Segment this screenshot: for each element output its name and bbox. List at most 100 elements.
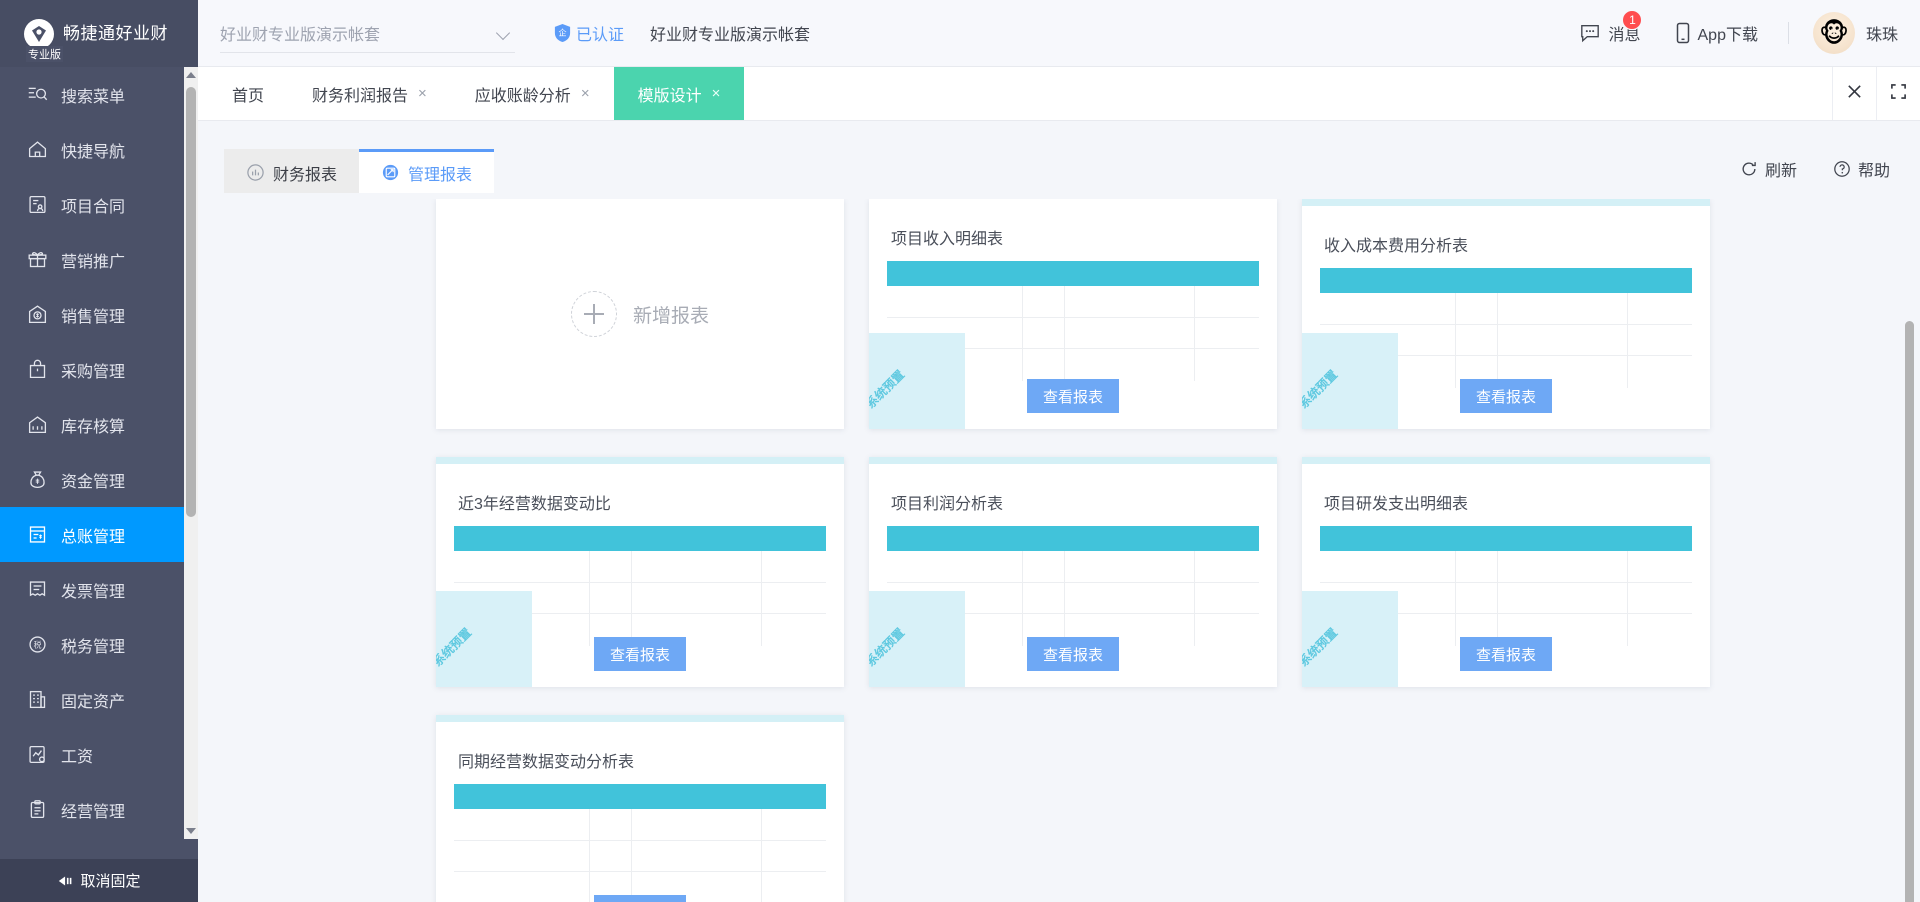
refresh-label: 刷新 — [1764, 163, 1797, 180]
ledger-icon — [26, 524, 48, 546]
sidebar-item-label: 快捷导航 — [61, 143, 126, 161]
sidebar-item-reimbursement[interactable]: 小好报销 — [0, 837, 198, 839]
report-preview-table — [454, 784, 826, 902]
content-area: 财务报表 管理报表 — [198, 121, 1920, 902]
sidebar-item-general-ledger[interactable]: 总账管理 — [0, 507, 198, 562]
fullscreen-button[interactable] — [1876, 67, 1920, 120]
tab-close-icon[interactable]: × — [418, 85, 427, 102]
preview-table-header — [1320, 268, 1692, 293]
app-download-button[interactable]: App下载 — [1675, 21, 1758, 45]
tab-home[interactable]: 首页 — [198, 67, 288, 120]
report-card-title: 收入成本费用分析表 — [1324, 238, 1469, 255]
user-menu[interactable]: 🐵 珠珠 — [1812, 12, 1898, 54]
content-scrollbar[interactable] — [1905, 321, 1914, 902]
sidebar-item-label: 项目合同 — [61, 198, 126, 216]
sidebar-item-fixed-assets[interactable]: 固定资产 — [0, 672, 198, 727]
messages-button[interactable]: 消息 1 — [1579, 10, 1643, 45]
refresh-icon — [1740, 160, 1758, 178]
sidebar-item-invoice[interactable]: 发票管理 — [0, 562, 198, 617]
tab-template-design[interactable]: 模版设计 × — [613, 67, 745, 120]
report-cards-region: 新增报表 项目收入明细表 查看报表 — [198, 199, 1920, 902]
view-report-button[interactable]: 查看报表 — [1460, 379, 1552, 413]
help-button[interactable]: 帮助 — [1833, 157, 1890, 181]
sidebar-item-payroll[interactable]: 工资 — [0, 727, 198, 782]
preview-table-body — [1320, 293, 1692, 388]
report-card-title: 项目研发支出明细表 — [1324, 496, 1469, 513]
view-report-button[interactable]: 查看报表 — [1027, 379, 1119, 413]
sidebar-item-purchase[interactable]: 采购管理 — [0, 342, 198, 397]
sidebar-item-label: 搜索菜单 — [61, 88, 126, 106]
sidebar-item-marketing[interactable]: 营销推广 — [0, 232, 198, 287]
sales-icon — [26, 304, 48, 326]
close-all-tabs-button[interactable] — [1832, 67, 1876, 120]
account-set-select[interactable]: 好业财专业版演示帐套 — [220, 13, 515, 53]
subtab-label: 管理报表 — [408, 166, 473, 184]
help-label: 帮助 — [1857, 163, 1890, 180]
tab-label: 首页 — [232, 87, 265, 105]
sidebar-item-label: 工资 — [61, 748, 94, 766]
account-set-select-value: 好业财专业版演示帐套 — [220, 26, 381, 44]
view-report-button[interactable]: 查看报表 — [1460, 637, 1552, 671]
report-preview-table — [887, 261, 1259, 381]
tab-management-reports[interactable]: 管理报表 — [359, 149, 495, 193]
report-card[interactable]: 近3年经营数据变动比 查看报表 系统预置 — [436, 457, 844, 687]
sidebar-item-sales[interactable]: 销售管理 — [0, 287, 198, 342]
view-report-button[interactable]: 查看报表 — [1027, 637, 1119, 671]
sidebar-item-quick-nav[interactable]: 快捷导航 — [0, 122, 198, 177]
verified-badge[interactable]: 企 已认证 — [553, 21, 624, 45]
collapse-pin-icon — [57, 874, 75, 888]
view-report-button[interactable]: 查看报表 — [594, 637, 686, 671]
report-card[interactable]: 同期经营数据变动分析表 查看报表 — [436, 715, 844, 902]
report-card[interactable]: 项目收入明细表 查看报表 系统预置 — [869, 199, 1277, 429]
content-scrollbar-thumb[interactable] — [1905, 321, 1914, 902]
warehouse-icon — [26, 414, 48, 436]
management-report-icon — [381, 163, 400, 182]
tab-bar: 首页 财务利润报告 × 应收账龄分析 × 模版设计 × — [198, 67, 1920, 121]
preview-table-header — [887, 526, 1259, 551]
payroll-icon — [26, 744, 48, 766]
sidebar-scrollbar-thumb[interactable] — [186, 87, 196, 517]
refresh-button[interactable]: 刷新 — [1740, 157, 1797, 181]
app-download-label: App下载 — [1697, 27, 1758, 44]
preview-table-body — [887, 286, 1259, 381]
sidebar-item-project-contract[interactable]: 项目合同 — [0, 177, 198, 232]
scroll-down-arrow-icon[interactable] — [184, 823, 198, 839]
scroll-up-arrow-icon[interactable] — [184, 67, 198, 83]
tab-financial-profit-report[interactable]: 财务利润报告 × — [288, 67, 451, 120]
view-report-button[interactable]: 查看报表 — [594, 895, 686, 902]
sidebar-item-tax[interactable]: 税 税务管理 — [0, 617, 198, 672]
report-card[interactable]: 收入成本费用分析表 查看报表 系统预置 — [1302, 199, 1710, 429]
report-card-title: 项目收入明细表 — [891, 231, 1004, 248]
sidebar-item-search-menu[interactable]: 搜索菜单 — [0, 67, 198, 122]
add-report-card[interactable]: 新增报表 — [436, 199, 844, 429]
report-card[interactable]: 项目利润分析表 查看报表 系统预置 — [869, 457, 1277, 687]
preview-table-header — [454, 526, 826, 551]
monkey-avatar-icon: 🐵 — [1812, 12, 1855, 54]
tab-receivable-aging-analysis[interactable]: 应收账龄分析 × — [451, 67, 614, 120]
top-bar-right: 消息 1 App下载 🐵 珠珠 — [1545, 10, 1920, 54]
tax-icon: 税 — [26, 634, 48, 656]
unpin-sidebar-button[interactable]: 取消固定 — [0, 859, 198, 902]
tab-close-icon[interactable]: × — [580, 85, 590, 102]
tab-financial-reports[interactable]: 财务报表 — [224, 149, 360, 193]
sidebar-item-funds[interactable]: 资金管理 — [0, 452, 198, 507]
verified-label: 已认证 — [576, 27, 625, 44]
messages-count-badge: 1 — [1622, 10, 1643, 30]
sidebar-item-inventory[interactable]: 库存核算 — [0, 397, 198, 452]
invoice-icon — [26, 579, 48, 601]
money-bag-icon — [26, 469, 48, 491]
tab-close-icon[interactable]: × — [711, 85, 721, 102]
plus-icon — [570, 291, 617, 337]
brand-logo[interactable]: 畅捷通好业财 专业版 — [0, 0, 198, 67]
preview-table-body — [887, 551, 1259, 646]
report-card[interactable]: 项目研发支出明细表 查看报表 系统预置 — [1302, 457, 1710, 687]
brand-edition: 专业版 — [26, 46, 63, 62]
sidebar-item-operations[interactable]: 经营管理 — [0, 782, 198, 837]
message-bubble-icon — [1579, 23, 1601, 43]
sidebar-item-label: 营销推广 — [61, 253, 126, 271]
sidebar-scrollbar[interactable] — [184, 67, 198, 839]
sidebar-item-label: 税务管理 — [61, 638, 126, 656]
sidebar-item-label: 发票管理 — [61, 583, 126, 601]
brand-name: 畅捷通好业财 — [63, 24, 168, 43]
